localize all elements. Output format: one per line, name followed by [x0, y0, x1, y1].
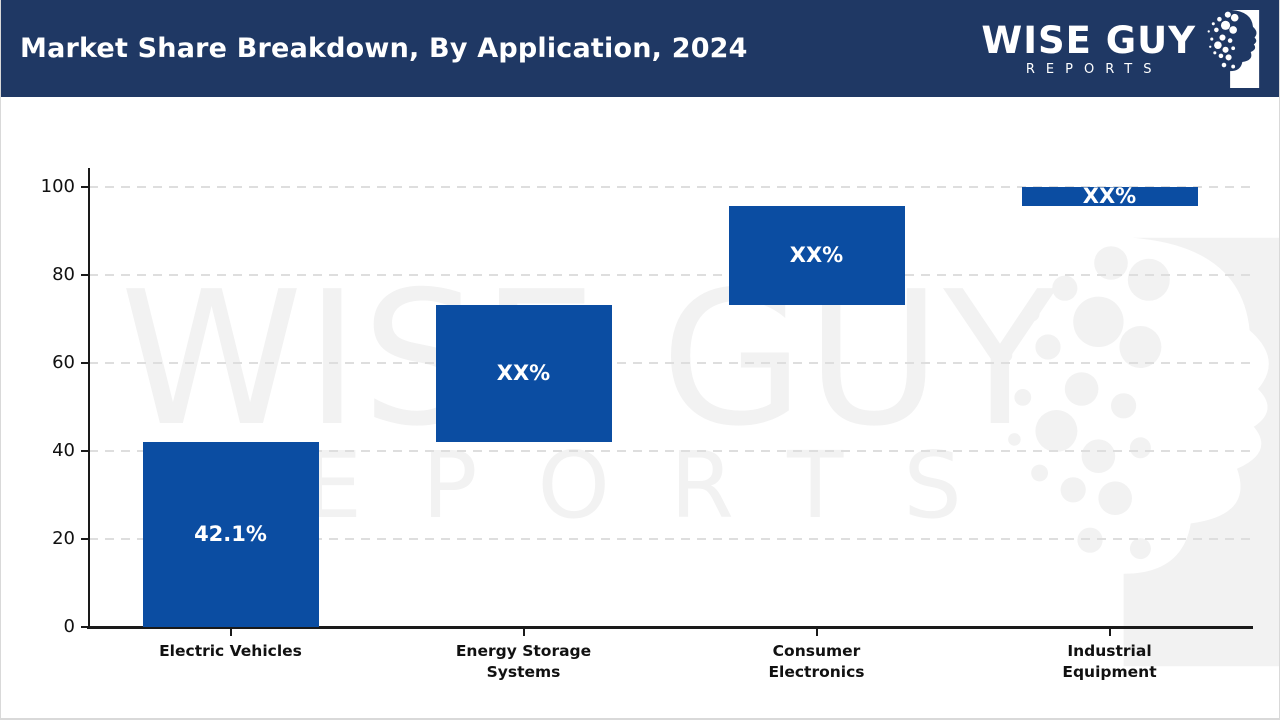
page-title: Market Share Breakdown, By Application, …	[20, 33, 748, 64]
logo-subtitle: REPORTS	[1025, 61, 1163, 77]
gridline	[89, 274, 1253, 276]
x-axis-tick	[229, 629, 232, 636]
bar-segment: XX%	[728, 205, 905, 305]
y-axis-tick-label: 20	[52, 528, 75, 549]
y-axis-tick-label: 100	[40, 176, 75, 197]
bar-value-label: XX%	[789, 242, 844, 267]
logo-wordmark: WISE GUY	[981, 18, 1196, 62]
y-axis-tick	[81, 450, 89, 452]
x-axis-category-label: Electric Vehicles	[159, 642, 302, 660]
x-axis-tick	[522, 629, 525, 636]
y-axis-tick-label: 60	[52, 352, 75, 373]
y-axis-tick-label: 40	[52, 440, 75, 461]
y-axis-tick	[81, 362, 89, 364]
y-axis-tick	[81, 538, 89, 540]
x-axis-category-label: Energy Storage Systems	[455, 642, 592, 681]
x-axis-tick	[815, 629, 818, 636]
x-axis-tick	[1108, 629, 1111, 636]
bar-segment: 42.1%	[142, 441, 319, 627]
gridline	[89, 186, 1253, 188]
logo-text: WISE GUY REPORTS	[981, 22, 1196, 76]
x-axis-line	[87, 626, 1253, 629]
y-axis-tick	[81, 274, 89, 276]
bar-value-label: XX%	[1082, 183, 1137, 208]
y-axis-tick	[81, 186, 89, 188]
gridline	[89, 450, 1253, 452]
bar-value-label: 42.1%	[194, 521, 267, 546]
wise-guy-reports-logo: WISE GUY REPORTS	[981, 7, 1280, 91]
x-axis-category-label: Industrial Equipment	[1062, 642, 1157, 681]
y-axis-tick	[81, 626, 89, 628]
gridline	[89, 538, 1253, 540]
bar-value-label: XX%	[496, 360, 551, 385]
y-axis-tick-label: 80	[52, 264, 75, 285]
bar-segment: XX%	[435, 304, 612, 442]
y-axis-tick-label: 0	[63, 616, 75, 637]
gridline	[89, 362, 1253, 364]
header-bar: Market Share Breakdown, By Application, …	[0, 0, 1280, 97]
x-axis-category-label: Consumer Electronics	[768, 642, 865, 681]
bar-segment: XX%	[1021, 183, 1198, 208]
y-axis-line	[88, 168, 90, 629]
